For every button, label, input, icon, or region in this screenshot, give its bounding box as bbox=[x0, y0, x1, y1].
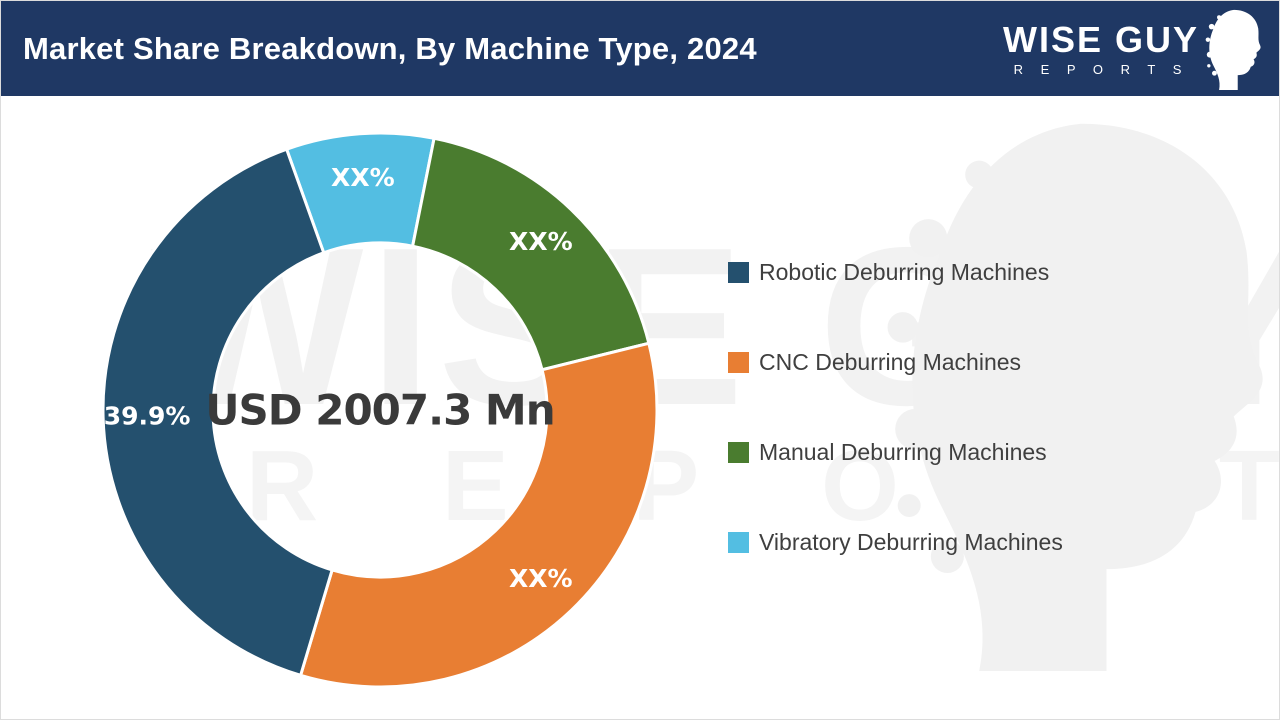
segment-value-label: XX% bbox=[509, 564, 573, 593]
legend-label: CNC Deburring Machines bbox=[759, 348, 1022, 375]
legend: Robotic Deburring Machines CNC Deburring… bbox=[728, 257, 1063, 617]
logo-face-icon bbox=[1205, 9, 1261, 90]
legend-swatch-vibratory bbox=[728, 531, 749, 553]
legend-swatch-manual bbox=[728, 441, 749, 463]
logo-subtitle: R E P O R T S bbox=[1013, 61, 1189, 77]
legend-label: Robotic Deburring Machines bbox=[759, 258, 1050, 285]
logo-wordmark: WISE GUY bbox=[1002, 18, 1199, 60]
legend-swatch-cnc bbox=[728, 351, 749, 373]
logo-text: WISE GUY R E P O R T S bbox=[1002, 18, 1199, 77]
page-title: Market Share Breakdown, By Machine Type,… bbox=[23, 30, 757, 66]
segment-value-label: 39.9% bbox=[104, 402, 191, 431]
legend-item: Vibratory Deburring Machines bbox=[728, 527, 1063, 557]
segment-value-label: XX% bbox=[509, 227, 573, 256]
donut-center-label: USD 2007.3 Mn bbox=[205, 385, 555, 435]
donut-chart: XX% XX% XX% 39.9% bbox=[101, 131, 659, 689]
legend-item: Robotic Deburring Machines bbox=[728, 257, 1063, 287]
header: Market Share Breakdown, By Machine Type,… bbox=[1, 1, 1279, 96]
donut-segment-1 bbox=[410, 136, 651, 372]
segment-value-label: XX% bbox=[331, 163, 395, 192]
wise-guy-logo: WISE GUY R E P O R T S bbox=[1003, 8, 1279, 90]
legend-item: Manual Deburring Machines bbox=[728, 437, 1063, 467]
legend-label: Vibratory Deburring Machines bbox=[759, 528, 1063, 555]
legend-swatch-robotic bbox=[728, 261, 749, 283]
donut-segment-2 bbox=[298, 341, 659, 689]
legend-item: CNC Deburring Machines bbox=[728, 347, 1063, 377]
legend-label: Manual Deburring Machines bbox=[759, 438, 1047, 465]
donut-segment-3 bbox=[101, 147, 334, 678]
